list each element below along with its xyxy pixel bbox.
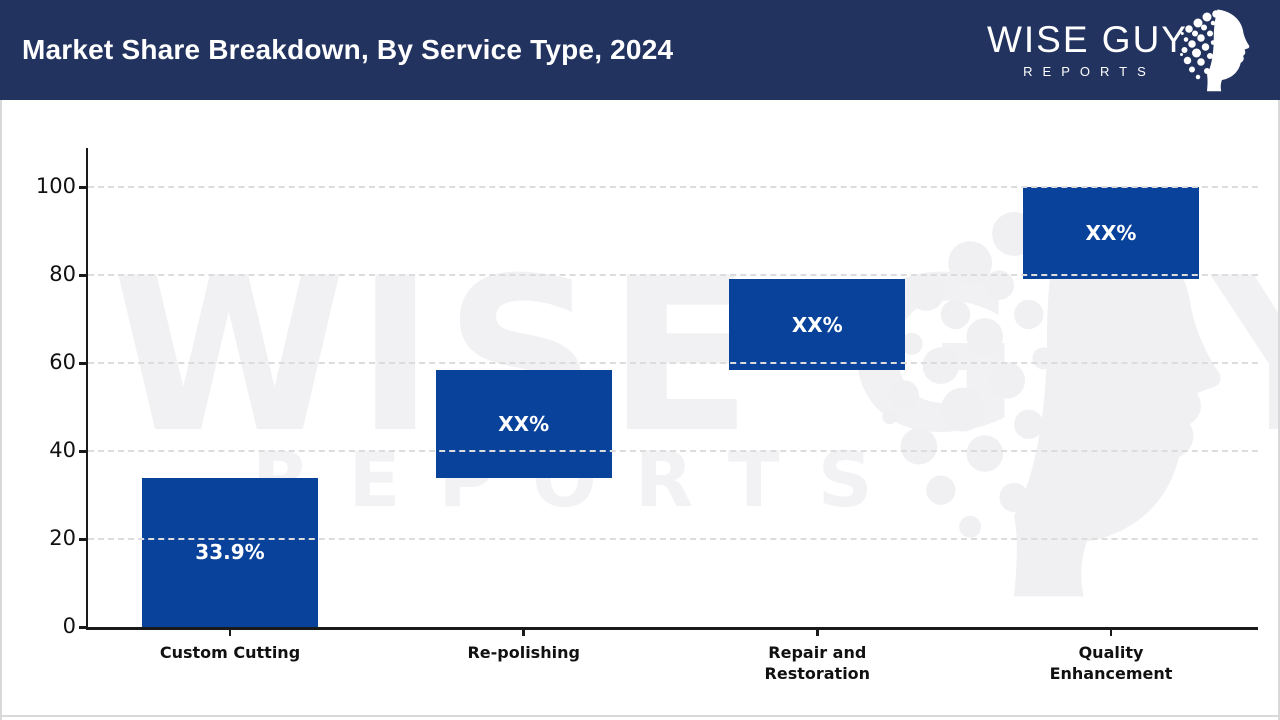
gridline-y-20 <box>88 538 1258 540</box>
x-tick-mark <box>1109 627 1113 636</box>
bar-segment: 33.9% <box>142 477 318 627</box>
x-category-label-line: Enhancement <box>1049 664 1173 683</box>
bar-segment: XX% <box>1023 187 1199 280</box>
gridline-y-100 <box>88 186 1258 188</box>
y-tick-label: 20 <box>49 526 76 550</box>
x-category-label-line: Quality <box>1078 643 1144 662</box>
y-tick-mark <box>79 186 88 189</box>
bar-value-label: 33.9% <box>195 540 265 565</box>
left-border <box>0 100 2 720</box>
bar-value-label: XX% <box>791 312 843 337</box>
header-bar: Market Share Breakdown, By Service Type,… <box>0 0 1280 100</box>
y-tick-mark <box>79 450 88 453</box>
x-category-label: Re-polishing <box>394 642 654 663</box>
x-category-label: Quality Enhancement <box>981 642 1241 684</box>
x-axis <box>85 627 1258 630</box>
x-tick-mark <box>228 627 232 636</box>
x-category-label: Custom Cutting <box>100 642 360 663</box>
gridline-y-60 <box>88 362 1258 364</box>
x-category-label: Repair and Restoration <box>687 642 947 684</box>
bar-segment: XX% <box>729 279 906 371</box>
y-tick-mark <box>79 626 88 629</box>
x-category-label-line: Repair and <box>768 643 867 662</box>
y-tick-label: 80 <box>49 262 76 286</box>
waterfall-chart: 0 20 40 60 80 100 33.9% XX% XX% XX% Custom Cutting… <box>0 100 1280 720</box>
y-tick-mark <box>79 274 88 277</box>
brand-logo: WISE GUY REPORTS <box>987 8 1254 92</box>
y-axis <box>85 148 88 630</box>
y-tick-mark <box>79 362 88 365</box>
y-tick-mark <box>79 538 88 541</box>
page-title: Market Share Breakdown, By Service Type,… <box>22 34 674 65</box>
dotted-head-profile-icon <box>1178 8 1254 92</box>
y-tick-label: 40 <box>49 438 76 462</box>
bar-value-label: XX% <box>1085 221 1137 246</box>
y-tick-label: 60 <box>49 350 76 374</box>
x-tick-mark <box>522 627 525 636</box>
y-tick-label: 0 <box>62 614 76 638</box>
right-border <box>1278 100 1280 720</box>
x-category-label-line: Custom Cutting <box>159 643 301 662</box>
x-category-label-line: Re-polishing <box>467 643 580 662</box>
x-tick-mark <box>816 627 819 636</box>
gridline-y-80 <box>88 274 1258 276</box>
bottom-border <box>0 715 1280 717</box>
brand-name: WISE GUY <box>986 19 1188 60</box>
bar-value-label: XX% <box>498 412 550 437</box>
brand-logo-text: WISE GUY REPORTS <box>987 21 1188 79</box>
gridline-y-40 <box>88 450 1258 452</box>
brand-subtitle: REPORTS <box>1023 64 1156 79</box>
bar-segment: XX% <box>435 370 612 478</box>
y-tick-label: 100 <box>35 174 76 198</box>
x-category-label-line: Restoration <box>764 664 871 683</box>
